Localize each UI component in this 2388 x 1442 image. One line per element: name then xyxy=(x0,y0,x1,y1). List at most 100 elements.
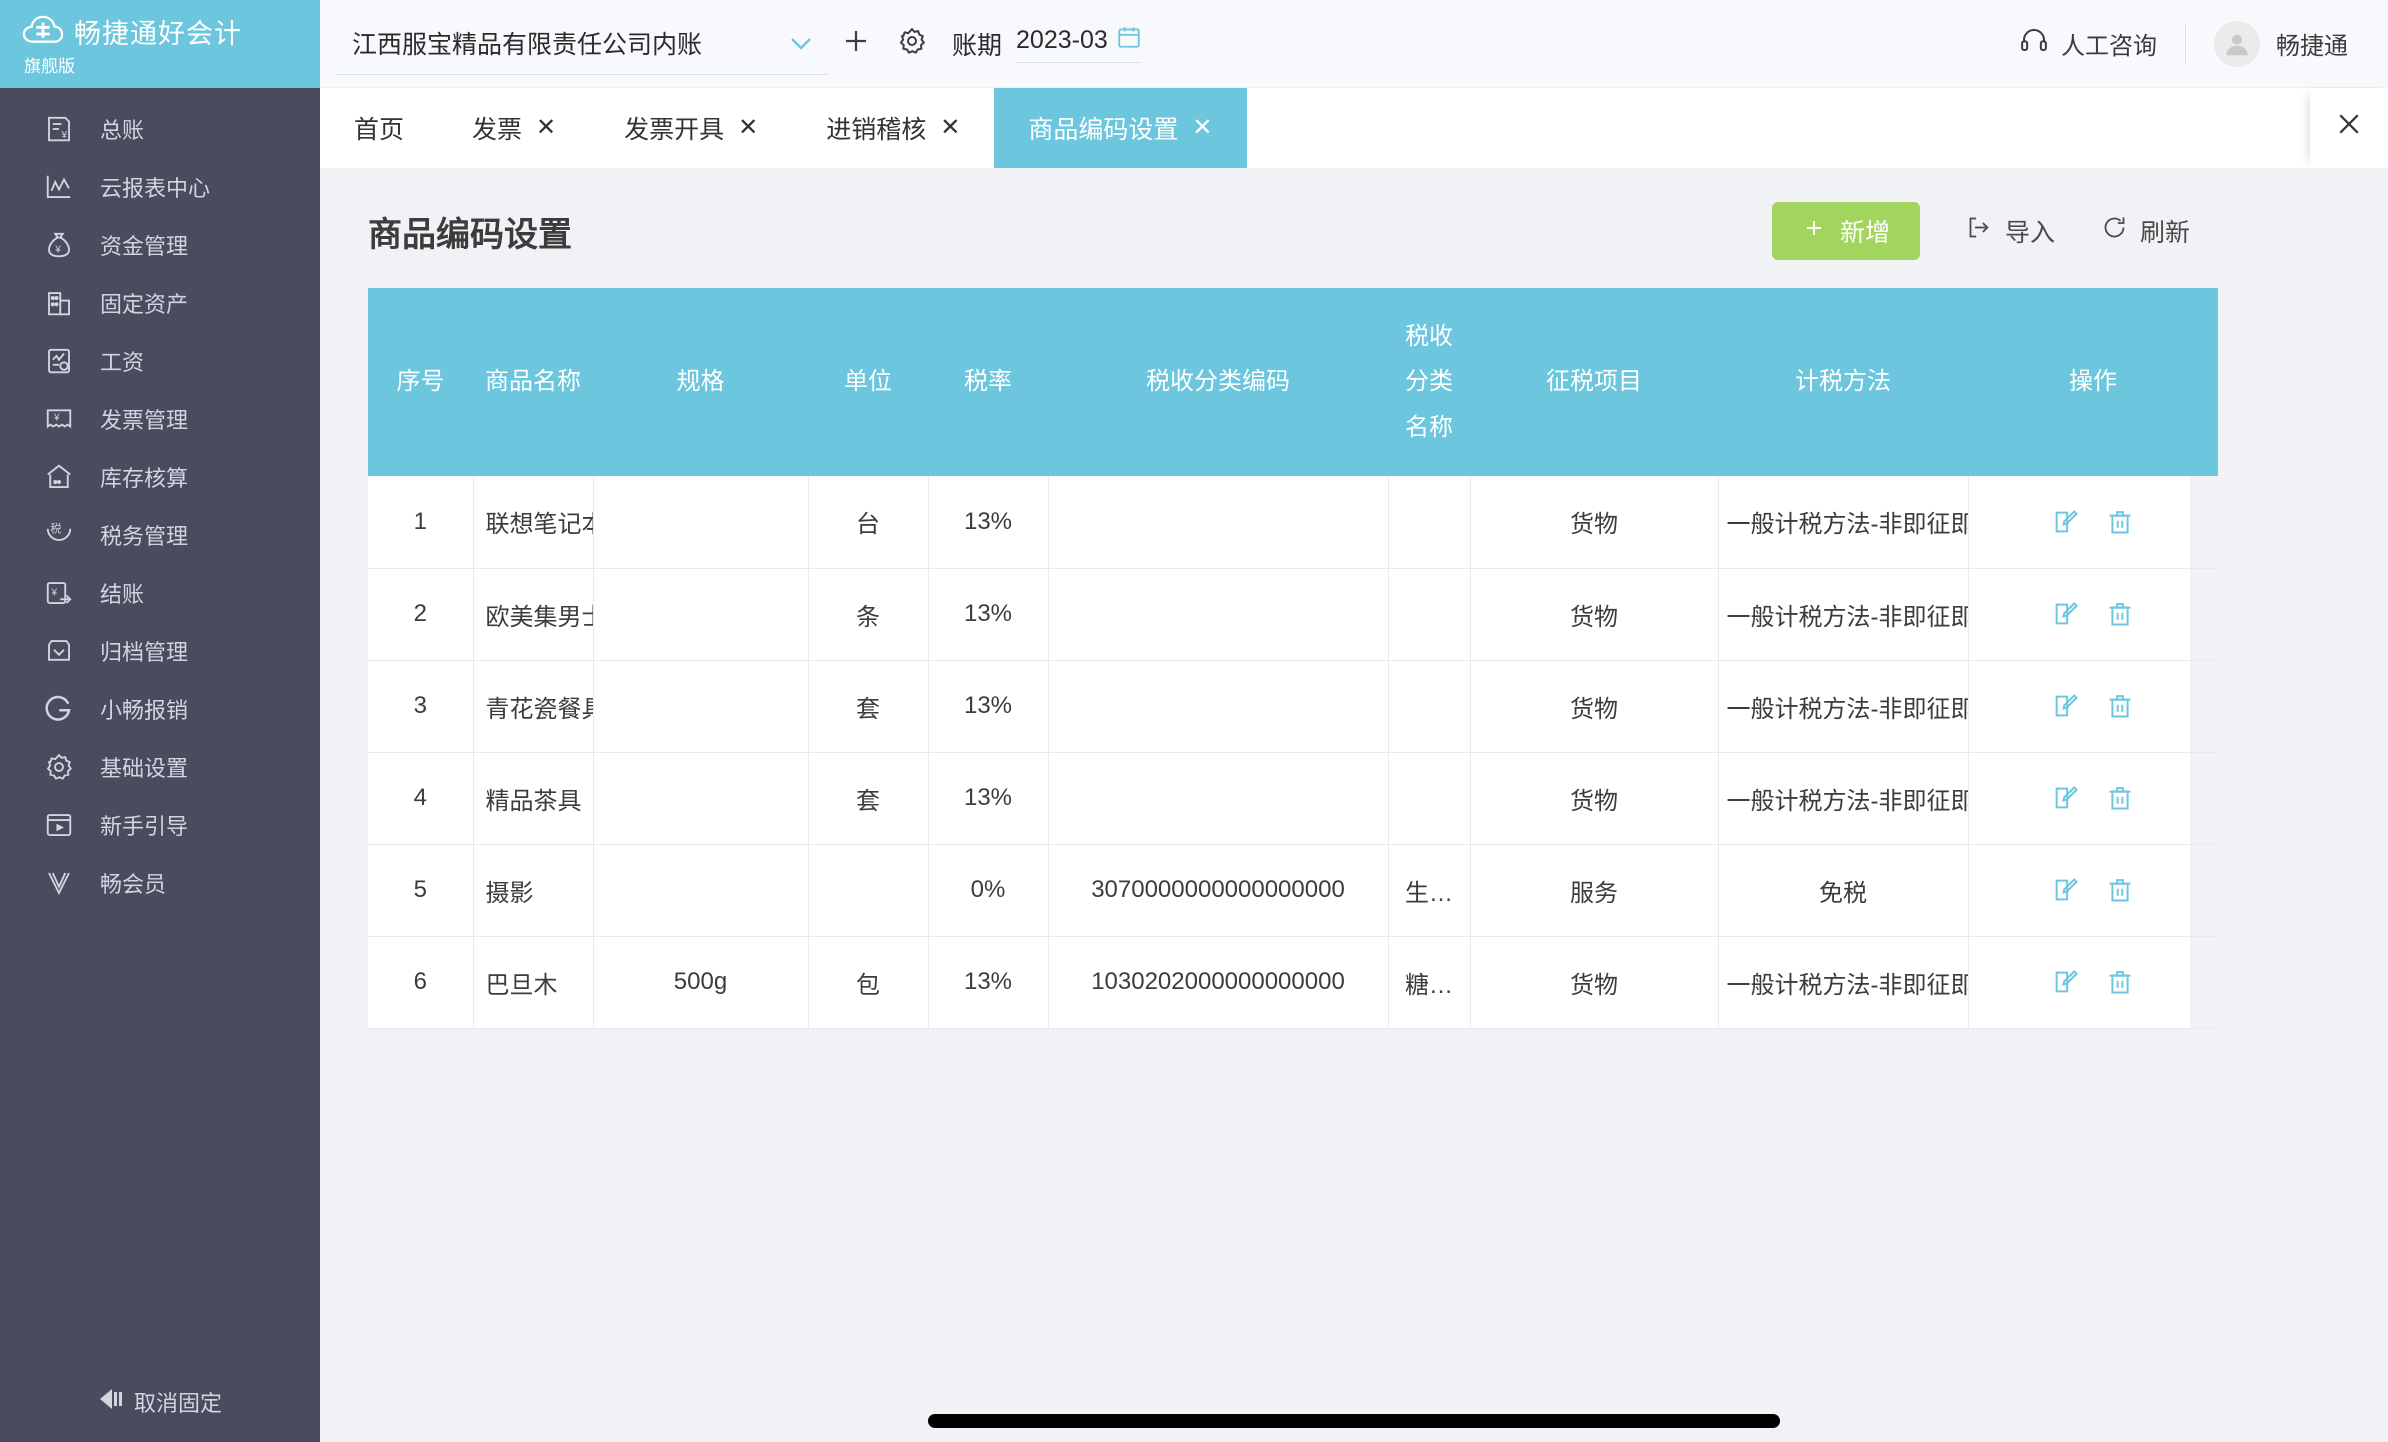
settle-icon: ¥ xyxy=(44,578,74,608)
cell-tax-item: 服务 xyxy=(1470,844,1719,937)
product-code-table-wrapper: 序号 商品名称 规格 单位 税率 税收分类编码 税收分类名称 征税项目 计税方法… xyxy=(368,288,2218,1029)
edit-icon[interactable] xyxy=(2052,876,2080,904)
tab-purchase-sales-audit[interactable]: 进销稽核 ✕ xyxy=(792,88,995,168)
edit-icon[interactable] xyxy=(2052,692,2080,720)
sidebar-item-label: 工资 xyxy=(100,350,145,375)
tab-home[interactable]: 首页 xyxy=(320,88,439,168)
add-account-button[interactable] xyxy=(828,16,884,72)
sidebar-item-vip[interactable]: 畅会员 xyxy=(0,854,320,912)
sidebar-item-basic-settings[interactable]: 基础设置 xyxy=(0,738,320,796)
table-row[interactable]: 4 精品茶具 套 13% 货物 一般计税方法-非即征即退 xyxy=(368,752,2218,845)
trash-icon[interactable] xyxy=(2106,876,2134,904)
import-button[interactable]: 导入 xyxy=(1966,213,2055,249)
trash-icon[interactable] xyxy=(2106,692,2134,720)
sidebar-item-settlement[interactable]: ¥ 结账 xyxy=(0,564,320,622)
tab-invoice-issue[interactable]: 发票开具 ✕ xyxy=(590,88,793,168)
guide-play-icon xyxy=(44,810,74,840)
cell-seq: 4 xyxy=(368,752,474,845)
product-code-table: 序号 商品名称 规格 单位 税率 税收分类编码 税收分类名称 征税项目 计税方法… xyxy=(368,288,2218,1029)
table-row[interactable]: 6 巴旦木 500g 包 13% 1030202000000000000 糖… … xyxy=(368,936,2218,1029)
table-row[interactable]: 1 联想笔记本电脑 台 13% 货物 一般计税方法-非即征即退 xyxy=(368,476,2218,569)
tab-product-code-settings[interactable]: 商品编码设置 ✕ xyxy=(994,88,1247,168)
cell-product-name: 摄影 xyxy=(473,844,594,937)
trash-icon[interactable] xyxy=(2106,784,2134,812)
topbar-right: 人工咨询 畅捷通 xyxy=(2019,20,2388,67)
sidebar-item-archive-management[interactable]: 归档管理 xyxy=(0,622,320,680)
svg-text:税: 税 xyxy=(50,522,61,536)
user-name: 畅捷通 xyxy=(2276,33,2348,60)
company-selector[interactable]: 江西服宝精品有限责任公司内账 xyxy=(336,13,828,75)
gear-icon xyxy=(897,26,927,61)
sidebar-item-invoice-management[interactable]: ¥ 发票管理 xyxy=(0,390,320,448)
sidebar-item-label: 小畅报销 xyxy=(100,698,189,723)
tab-invoice[interactable]: 发票 ✕ xyxy=(438,88,591,168)
sidebar-item-reimbursement[interactable]: 小畅报销 xyxy=(0,680,320,738)
cell-tax-rate: 13% xyxy=(928,936,1049,1029)
user-menu[interactable]: 畅捷通 xyxy=(2214,20,2348,67)
sidebar-item-fund-management[interactable]: ¥ 资金管理 xyxy=(0,216,320,274)
sidebar-collapse-button[interactable]: 取消固定 xyxy=(0,1372,320,1442)
cell-spec: 500g xyxy=(593,936,809,1029)
refresh-button[interactable]: 刷新 xyxy=(2101,213,2190,249)
support-button[interactable]: 人工咨询 xyxy=(2019,25,2157,62)
edit-icon[interactable] xyxy=(2052,784,2080,812)
sidebar-item-beginner-guide[interactable]: 新手引导 xyxy=(0,796,320,854)
sidebar-item-inventory-accounting[interactable]: 库存核算 xyxy=(0,448,320,506)
cell-tax-code xyxy=(1048,568,1389,661)
settings-button[interactable] xyxy=(884,16,940,72)
sidebar-item-general-ledger[interactable]: ¥ 总账 xyxy=(0,100,320,158)
sidebar-item-payroll[interactable]: 工资 xyxy=(0,332,320,390)
horizontal-scrollbar-track[interactable] xyxy=(320,1414,2388,1428)
sidebar-item-label: 新手引导 xyxy=(100,814,189,839)
refresh-icon xyxy=(2101,214,2128,248)
column-header-tax-category-name[interactable]: 税收分类名称 xyxy=(1388,288,1470,476)
column-header-seq[interactable]: 序号 xyxy=(368,288,473,476)
tab-label: 进销稽核 xyxy=(826,116,927,144)
period-picker[interactable]: 2023-03 xyxy=(1016,24,1142,63)
table-row[interactable]: 5 摄影 0% 3070000000000000000 生… 服务 免税 xyxy=(368,844,2218,937)
cell-tax-category xyxy=(1388,476,1471,569)
column-header-tax-item[interactable]: 征税项目 xyxy=(1470,288,1718,476)
cell-operations xyxy=(1968,660,2218,753)
cell-tax-rate: 13% xyxy=(928,476,1049,569)
table-row[interactable]: 3 青花瓷餐具 套 13% 货物 一般计税方法-非即征即退 xyxy=(368,660,2218,753)
edit-icon[interactable] xyxy=(2052,508,2080,536)
tab-close-icon[interactable]: ✕ xyxy=(536,114,557,141)
cell-product-name: 精品茶具 xyxy=(473,752,594,845)
cell-tax-code: 3070000000000000000 xyxy=(1048,844,1389,937)
cell-spec xyxy=(593,844,809,937)
sidebar-item-tax-management[interactable]: 税 税务管理 xyxy=(0,506,320,564)
trash-icon[interactable] xyxy=(2106,600,2134,628)
close-all-tabs-button[interactable] xyxy=(2310,88,2388,168)
column-header-product-name[interactable]: 商品名称 xyxy=(473,288,593,476)
column-header-tax-rate[interactable]: 税率 xyxy=(928,288,1048,476)
column-header-spec[interactable]: 规格 xyxy=(593,288,808,476)
page-content: 商品编码设置 新增 导入 xyxy=(320,168,2388,1442)
import-button-label: 导入 xyxy=(2004,219,2055,247)
cell-tax-category: 糖… xyxy=(1388,936,1471,1029)
trash-icon[interactable] xyxy=(2106,508,2134,536)
tab-close-icon[interactable]: ✕ xyxy=(1192,114,1213,141)
column-header-tax-method[interactable]: 计税方法 xyxy=(1718,288,1968,476)
cell-product-name: 联想笔记本电脑 xyxy=(473,476,594,569)
sidebar-item-cloud-reports[interactable]: 云报表中心 xyxy=(0,158,320,216)
horizontal-scrollbar[interactable] xyxy=(928,1414,1780,1428)
cell-unit: 套 xyxy=(808,660,929,753)
chevron-down-icon xyxy=(786,30,816,56)
column-header-tax-code[interactable]: 税收分类编码 xyxy=(1048,288,1388,476)
page-header: 商品编码设置 新增 导入 xyxy=(320,168,2268,288)
page-title: 商品编码设置 xyxy=(368,215,572,254)
add-button[interactable]: 新增 xyxy=(1771,202,1920,260)
cell-unit: 套 xyxy=(808,752,929,845)
tab-close-icon[interactable]: ✕ xyxy=(738,114,759,141)
tab-close-icon[interactable]: ✕ xyxy=(940,114,961,141)
table-row[interactable]: 2 欧美集男士皮带 条 13% 货物 一般计税方法-非即征即退 xyxy=(368,568,2218,661)
sidebar-item-fixed-assets[interactable]: 固定资产 xyxy=(0,274,320,332)
column-header-operations[interactable]: 操作 xyxy=(1968,288,2218,476)
trash-icon[interactable] xyxy=(2106,968,2134,996)
cell-spec xyxy=(593,752,809,845)
edit-icon[interactable] xyxy=(2052,968,2080,996)
column-header-unit[interactable]: 单位 xyxy=(808,288,928,476)
edit-icon[interactable] xyxy=(2052,600,2080,628)
sidebar-nav: ¥ 总账 云报表中心 ¥ 资金管理 固定资产 xyxy=(0,88,320,1372)
